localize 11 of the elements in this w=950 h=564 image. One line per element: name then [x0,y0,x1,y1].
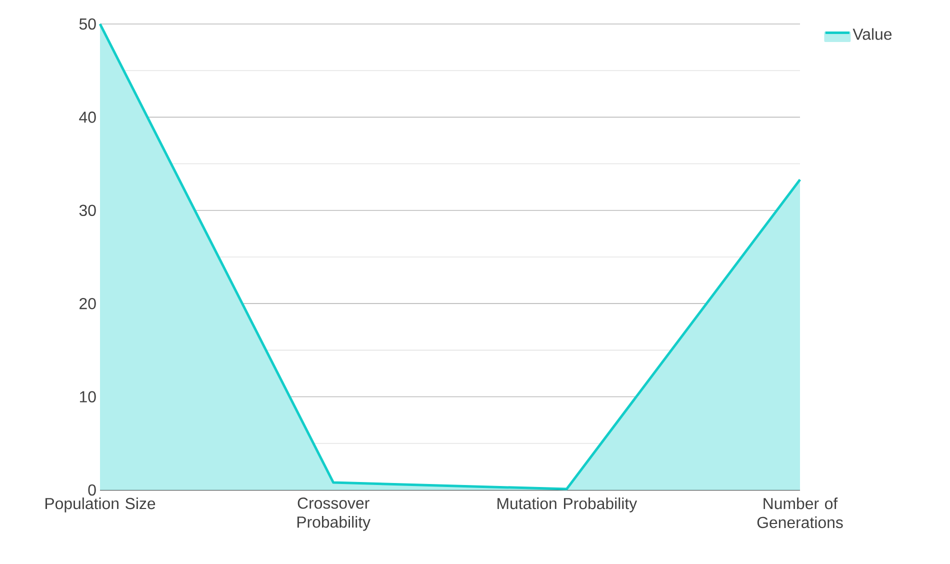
y-tick-label: 50 [79,18,96,30]
x-tick-label: Crossover Probability [297,498,371,531]
x-tick-label: Number of Generations [757,498,843,528]
legend-label: Value [852,28,892,40]
y-tick-label: 10 [80,391,96,402]
x-tick-label: Population Size [45,498,156,512]
y-tick-label: 20 [80,298,96,310]
y-tick-label: 0 [88,484,96,496]
x-tick-label: Mutation Probability [498,498,638,512]
y-tick-label: 30 [79,204,96,216]
y-tick-label: 40 [79,112,96,123]
